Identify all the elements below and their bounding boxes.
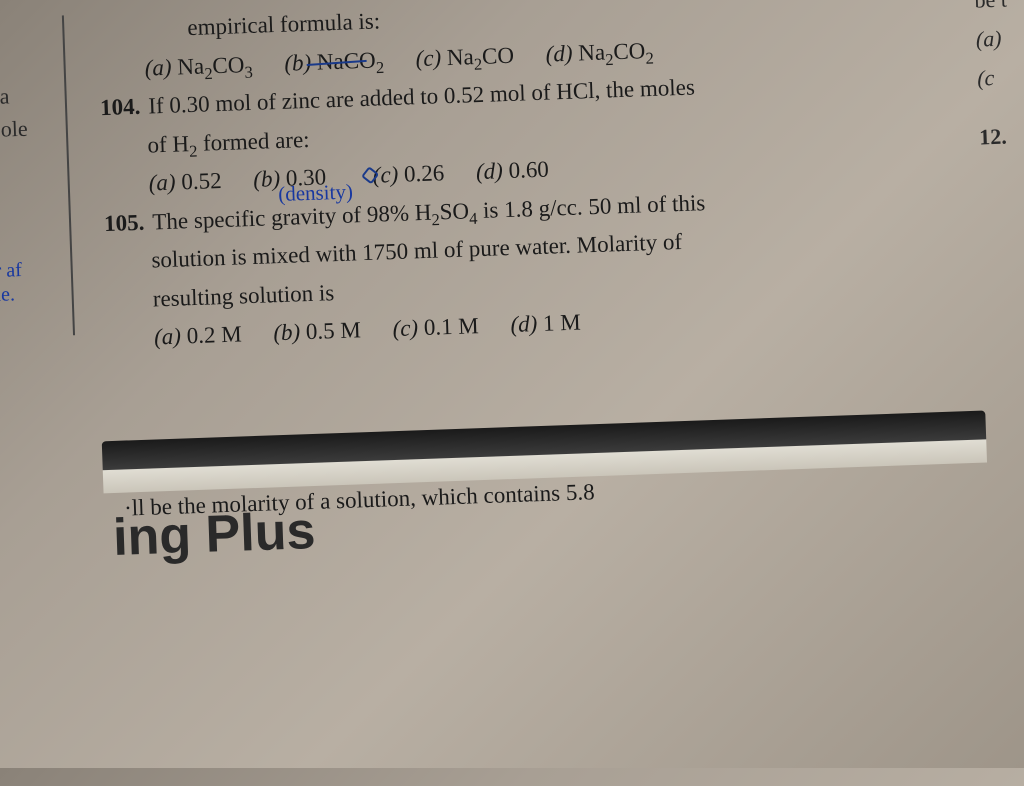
q104-number: 104. [100,94,141,120]
margin-label-a: a [0,79,10,112]
empirical-opt-c: (c) Na2CO [415,38,514,76]
q105-opt-c: (c) 0.1 M [392,309,479,346]
q104-opt-d: (d) 0.60 [475,153,549,190]
right-cut-c: (c [977,60,1011,94]
empirical-opt-a: (a) Na2CO3 [144,47,253,85]
right-cut-bet: be t [974,0,1008,17]
q105-opt-b: (b) 0.5 M [273,313,362,351]
empirical-opt-d: (d) Na2CO2 [545,33,654,71]
q105-number: 105. [104,209,145,235]
q105-opt-a: (a) 0.2 M [154,317,243,355]
right-cut-twelve: 12. [979,119,1013,153]
checkmark-icon [357,166,373,189]
handwritten-margin-2: ale. [0,279,15,310]
q104-opt-c: (c) 0.26 [357,156,445,193]
q105-opt-d: (d) 1 M [510,306,581,343]
density-annotation: (density) [278,176,354,210]
right-edge-cut-text: be t (a) (c 12. [974,0,1017,160]
right-cut-a: (a) [975,21,1009,55]
empirical-opt-b: (b) NaCO2 [284,43,385,81]
q104-opt-a: (a) 0.52 [148,164,222,201]
margin-label-ole: ole [0,112,28,146]
margin-divider [62,15,75,335]
